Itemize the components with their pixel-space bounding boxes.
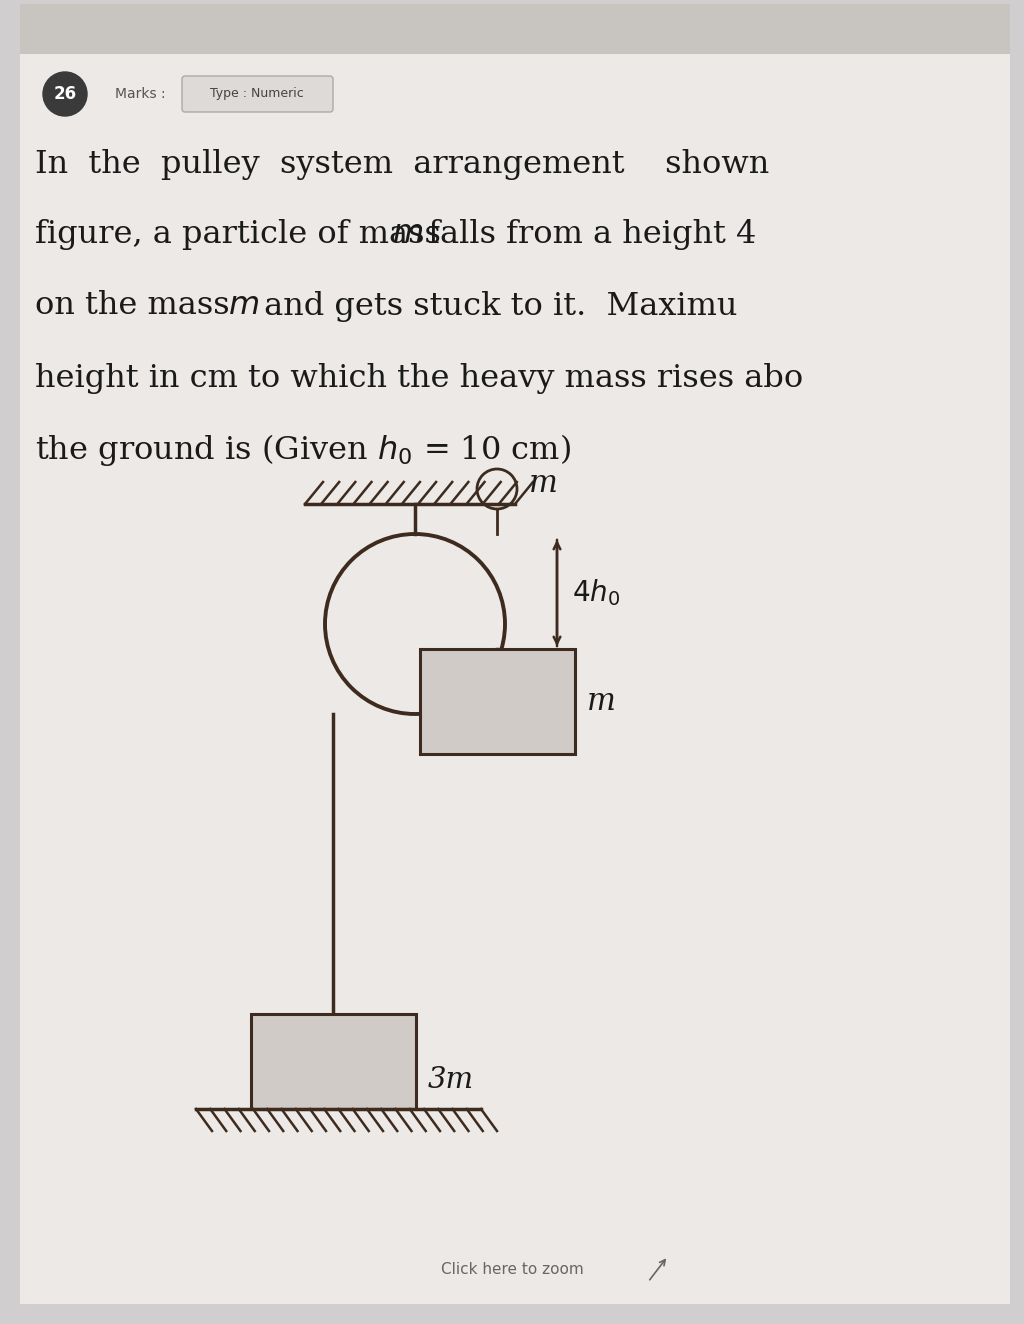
Text: Marks :: Marks :: [115, 87, 166, 101]
Text: on the mass: on the mass: [35, 290, 240, 322]
Text: $4h_0$: $4h_0$: [572, 577, 621, 609]
Text: m: m: [587, 687, 615, 718]
Bar: [20, 4, 1010, 54]
Text: 3m: 3m: [428, 1066, 474, 1094]
Text: m: m: [529, 469, 558, 499]
Text: Click here to zoom: Click here to zoom: [440, 1262, 584, 1276]
Bar: [251, 1014, 416, 1110]
Text: height in cm to which the heavy mass rises abo: height in cm to which the heavy mass ris…: [35, 363, 803, 393]
Circle shape: [43, 71, 87, 117]
Text: $m$: $m$: [228, 290, 259, 322]
Text: falls from a height 4: falls from a height 4: [418, 218, 757, 249]
FancyBboxPatch shape: [182, 75, 333, 113]
Text: 26: 26: [53, 85, 77, 103]
Text: the ground is (Given $h_0$ = 10 cm): the ground is (Given $h_0$ = 10 cm): [35, 432, 571, 467]
Text: In  the  pulley  system  arrangement    shown: In the pulley system arrangement shown: [35, 148, 769, 180]
Text: Type : Numeric: Type : Numeric: [210, 87, 304, 101]
Text: $m$: $m$: [392, 218, 423, 249]
Text: figure, a particle of mass: figure, a particle of mass: [35, 218, 451, 249]
Text: and gets stuck to it.  Maximu: and gets stuck to it. Maximu: [254, 290, 737, 322]
Bar: [420, 649, 575, 753]
